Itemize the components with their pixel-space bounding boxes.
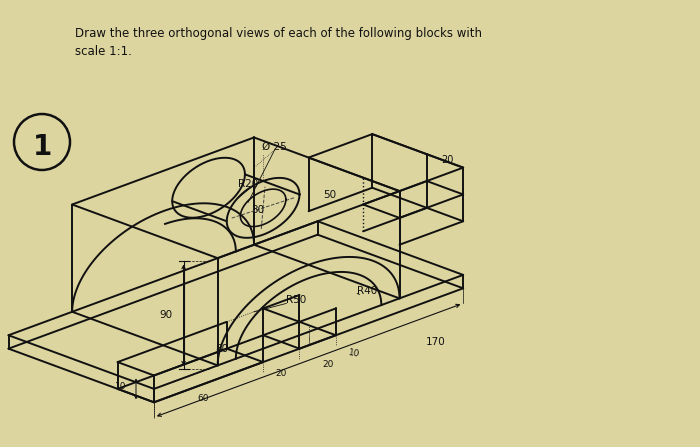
- Text: Ø 25: Ø 25: [262, 142, 287, 152]
- Text: R40: R40: [357, 286, 377, 295]
- Text: R50: R50: [286, 295, 307, 305]
- Text: R20: R20: [238, 179, 258, 189]
- Text: 20: 20: [322, 360, 333, 369]
- Text: 170: 170: [426, 337, 446, 347]
- Text: 80: 80: [216, 344, 229, 354]
- Text: 90: 90: [159, 310, 172, 320]
- Text: 50: 50: [323, 190, 336, 200]
- Text: 60: 60: [198, 394, 209, 403]
- Text: 10: 10: [116, 382, 127, 391]
- Text: Draw the three orthogonal views of each of the following blocks with
scale 1:1.: Draw the three orthogonal views of each …: [75, 27, 482, 58]
- Text: 30: 30: [251, 205, 265, 215]
- Text: 20: 20: [441, 155, 454, 164]
- Text: 10: 10: [348, 348, 360, 359]
- Text: 1: 1: [32, 133, 52, 161]
- Text: 20: 20: [276, 369, 287, 378]
